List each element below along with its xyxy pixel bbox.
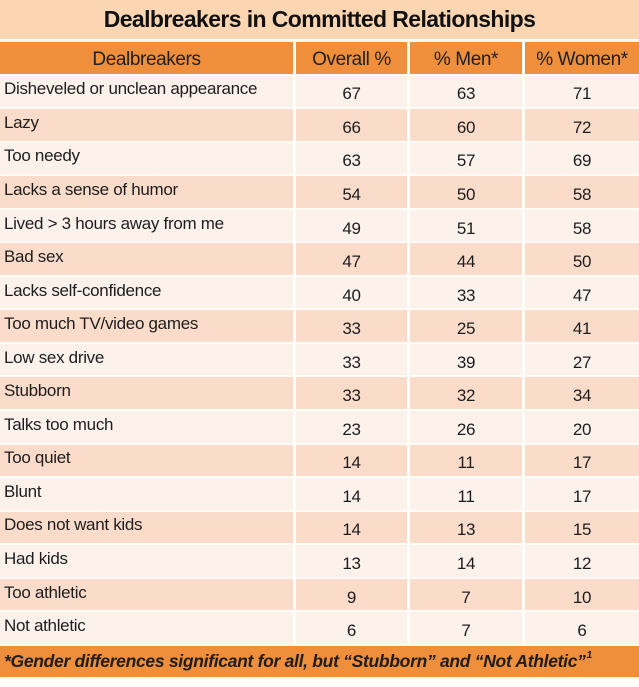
table-title: Dealbreakers in Committed Relationships	[0, 0, 639, 39]
footnote: *Gender differences significant for all,…	[0, 645, 639, 677]
row-value: 50	[410, 176, 522, 208]
row-value: 7	[410, 578, 522, 611]
row-value: 6	[296, 612, 407, 644]
column-header-overall-pct: Overall %	[296, 42, 407, 74]
row-value: 44	[410, 243, 522, 275]
row-value: 33	[296, 343, 407, 376]
row-value: 41	[525, 310, 639, 342]
row-value: 14	[296, 511, 407, 544]
row-value: 57	[410, 142, 522, 175]
row-label: Lived > 3 hours away from me	[0, 209, 293, 242]
row-value: 67	[296, 75, 407, 108]
row-value: 47	[525, 276, 639, 309]
row-label: Lacks a sense of humor	[0, 176, 293, 208]
column-header-dealbreakers: Dealbreakers	[0, 42, 293, 74]
row-value: 26	[410, 411, 522, 443]
row-value: 66	[296, 109, 407, 141]
row-value: 27	[525, 343, 639, 376]
row-value: 14	[410, 545, 522, 577]
row-value: 15	[525, 511, 639, 544]
row-value: 58	[525, 176, 639, 208]
row-value: 17	[525, 478, 639, 510]
row-value: 60	[410, 109, 522, 141]
row-value: 50	[525, 243, 639, 275]
row-label: Not athletic	[0, 612, 293, 644]
row-value: 13	[296, 545, 407, 577]
row-label: Talks too much	[0, 411, 293, 443]
row-label: Too athletic	[0, 578, 293, 611]
row-value: 25	[410, 310, 522, 342]
row-value: 63	[410, 75, 522, 108]
row-value: 10	[525, 578, 639, 611]
row-value: 7	[410, 612, 522, 644]
row-value: 39	[410, 343, 522, 376]
row-value: 34	[525, 377, 639, 410]
row-value: 72	[525, 109, 639, 141]
row-label: Too much TV/video games	[0, 310, 293, 342]
row-value: 71	[525, 75, 639, 108]
column-header-men-pct: % Men*	[410, 42, 522, 74]
row-value: 17	[525, 444, 639, 477]
row-value: 54	[296, 176, 407, 208]
row-label: Blunt	[0, 478, 293, 510]
row-value: 11	[410, 444, 522, 477]
row-value: 47	[296, 243, 407, 275]
row-value: 23	[296, 411, 407, 443]
row-value: 63	[296, 142, 407, 175]
row-value: 20	[525, 411, 639, 443]
row-label: Too needy	[0, 142, 293, 175]
row-value: 51	[410, 209, 522, 242]
row-value: 6	[525, 612, 639, 644]
row-label: Lazy	[0, 109, 293, 141]
row-value: 58	[525, 209, 639, 242]
row-label: Low sex drive	[0, 343, 293, 376]
row-value: 14	[296, 478, 407, 510]
row-value: 11	[410, 478, 522, 510]
footnote-text: *Gender differences significant for all,…	[4, 650, 586, 671]
row-value: 33	[296, 377, 407, 410]
column-header-women-pct: % Women*	[525, 42, 639, 74]
row-label: Lacks self-confidence	[0, 276, 293, 309]
row-value: 33	[410, 276, 522, 309]
row-value: 13	[410, 511, 522, 544]
row-label: Disheveled or unclean appearance	[0, 75, 293, 108]
row-value: 32	[410, 377, 522, 410]
row-label: Had kids	[0, 545, 293, 577]
row-label: Does not want kids	[0, 511, 293, 544]
row-value: 33	[296, 310, 407, 342]
row-label: Too quiet	[0, 444, 293, 477]
row-value: 12	[525, 545, 639, 577]
row-value: 40	[296, 276, 407, 309]
row-value: 14	[296, 444, 407, 477]
row-value: 9	[296, 578, 407, 611]
row-label: Bad sex	[0, 243, 293, 275]
dealbreakers-table: Dealbreakers Overall % % Men* % Women* D…	[0, 42, 639, 644]
row-value: 49	[296, 209, 407, 242]
row-label: Stubborn	[0, 377, 293, 410]
row-value: 69	[525, 142, 639, 175]
